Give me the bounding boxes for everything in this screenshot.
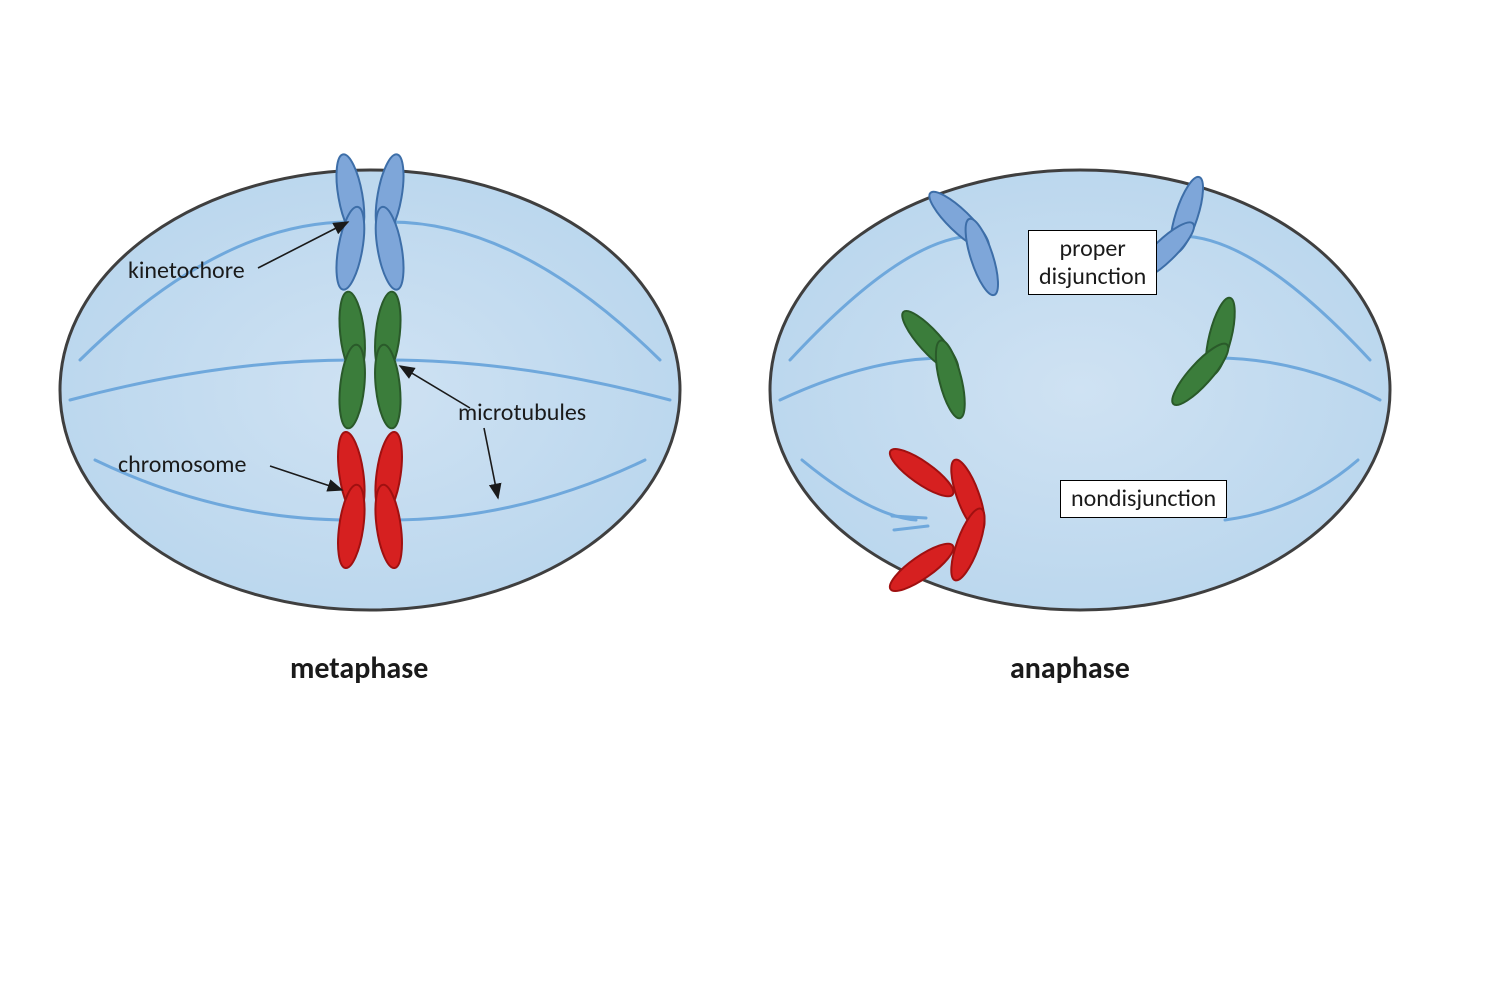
- label-kinetochore: kinetochore: [128, 256, 245, 285]
- cell-metaphase: [60, 170, 680, 610]
- box-nondis-line1: nondisjunction: [1071, 484, 1216, 513]
- label-chromosome: chromosome: [118, 450, 246, 479]
- box-label-nondisjunction: nondisjunction: [1060, 480, 1227, 518]
- box-proper-line1: proper: [1060, 234, 1126, 263]
- caption-metaphase: metaphase: [290, 650, 428, 687]
- box-label-proper-disjunction: proper disjunction: [1028, 230, 1157, 295]
- diagram-svg: [0, 0, 1500, 1000]
- caption-anaphase: anaphase: [1010, 650, 1130, 687]
- box-proper-line2: disjunction: [1039, 262, 1146, 291]
- label-microtubules: microtubules: [458, 398, 586, 427]
